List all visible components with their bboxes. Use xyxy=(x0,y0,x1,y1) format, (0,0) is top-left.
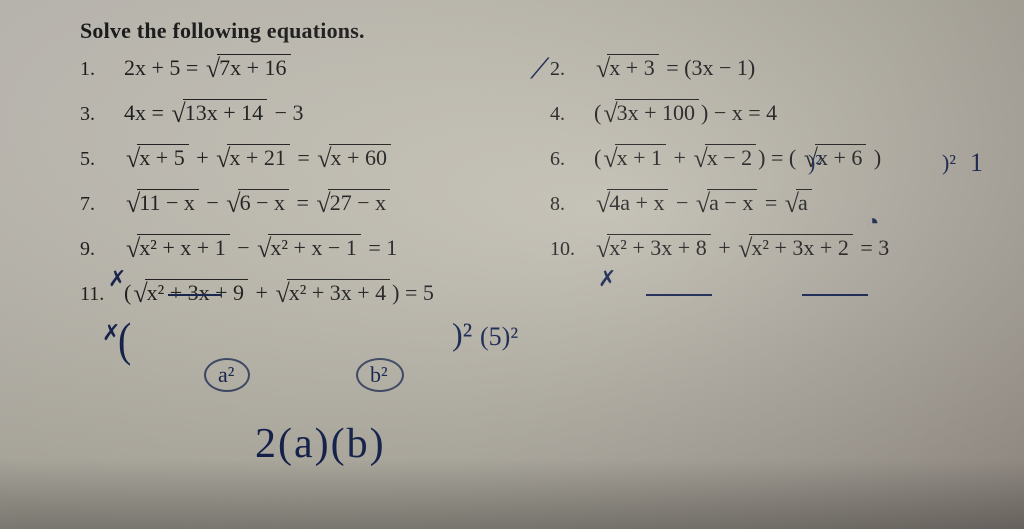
problem-number: 6. xyxy=(550,148,594,171)
problem-number: 4. xyxy=(550,103,594,126)
equation-4: (√3x + 100) − x = 4 xyxy=(594,99,777,126)
equation-7: √11 − x − √6 − x = √27 − x xyxy=(124,189,392,216)
equation-3: 4x = √13x + 14 − 3 xyxy=(124,99,304,126)
problem-number: 1. xyxy=(80,58,124,81)
problem-number: 2. xyxy=(550,58,594,81)
row-9-10: 9. √x² + x + 1 − √x² + x − 1 = 1 10. √x²… xyxy=(80,234,984,261)
equation-9: √x² + x + 1 − √x² + x − 1 = 1 xyxy=(124,234,397,261)
problem-number: 7. xyxy=(80,193,124,216)
row-7-8: 7. √11 − x − √6 − x = √27 − x 8. √4a + x… xyxy=(80,189,984,216)
problem-number: 5. xyxy=(80,148,124,171)
problem-number: 9. xyxy=(80,238,124,261)
equation-8: √4a + x − √a − x = √a xyxy=(594,189,814,216)
problem-number: 10. xyxy=(550,238,594,261)
row-11: 11. (√x² + 3x + 9 + √x² + 3x + 4) = 5 xyxy=(80,279,984,306)
equation-2: √x + 3 = (3x − 1) xyxy=(594,54,755,81)
problem-number: 3. xyxy=(80,103,124,126)
equation-10: √x² + 3x + 8 + √x² + 3x + 2 = 3 xyxy=(594,234,889,261)
equation-5: √x + 5 + √x + 21 = √x + 60 xyxy=(124,144,393,171)
equation-1: 2x + 5 = √7x + 16 xyxy=(124,54,293,81)
equation-11: (√x² + 3x + 9 + √x² + 3x + 4) = 5 xyxy=(124,279,434,306)
problem-number: 8. xyxy=(550,193,594,216)
row-1-2: 1. 2x + 5 = √7x + 16 2. √x + 3 = (3x − 1… xyxy=(80,54,984,81)
page-heading: Solve the following equations. xyxy=(80,18,984,44)
equation-6: (√x + 1 + √x − 2) = ( √x + 6 ) xyxy=(594,144,881,171)
row-3-4: 3. 4x = √13x + 14 − 3 4. (√3x + 100) − x… xyxy=(80,99,984,126)
problem-number: 11. xyxy=(80,283,124,306)
row-5-6: 5. √x + 5 + √x + 21 = √x + 60 6. (√x + 1… xyxy=(80,144,984,171)
